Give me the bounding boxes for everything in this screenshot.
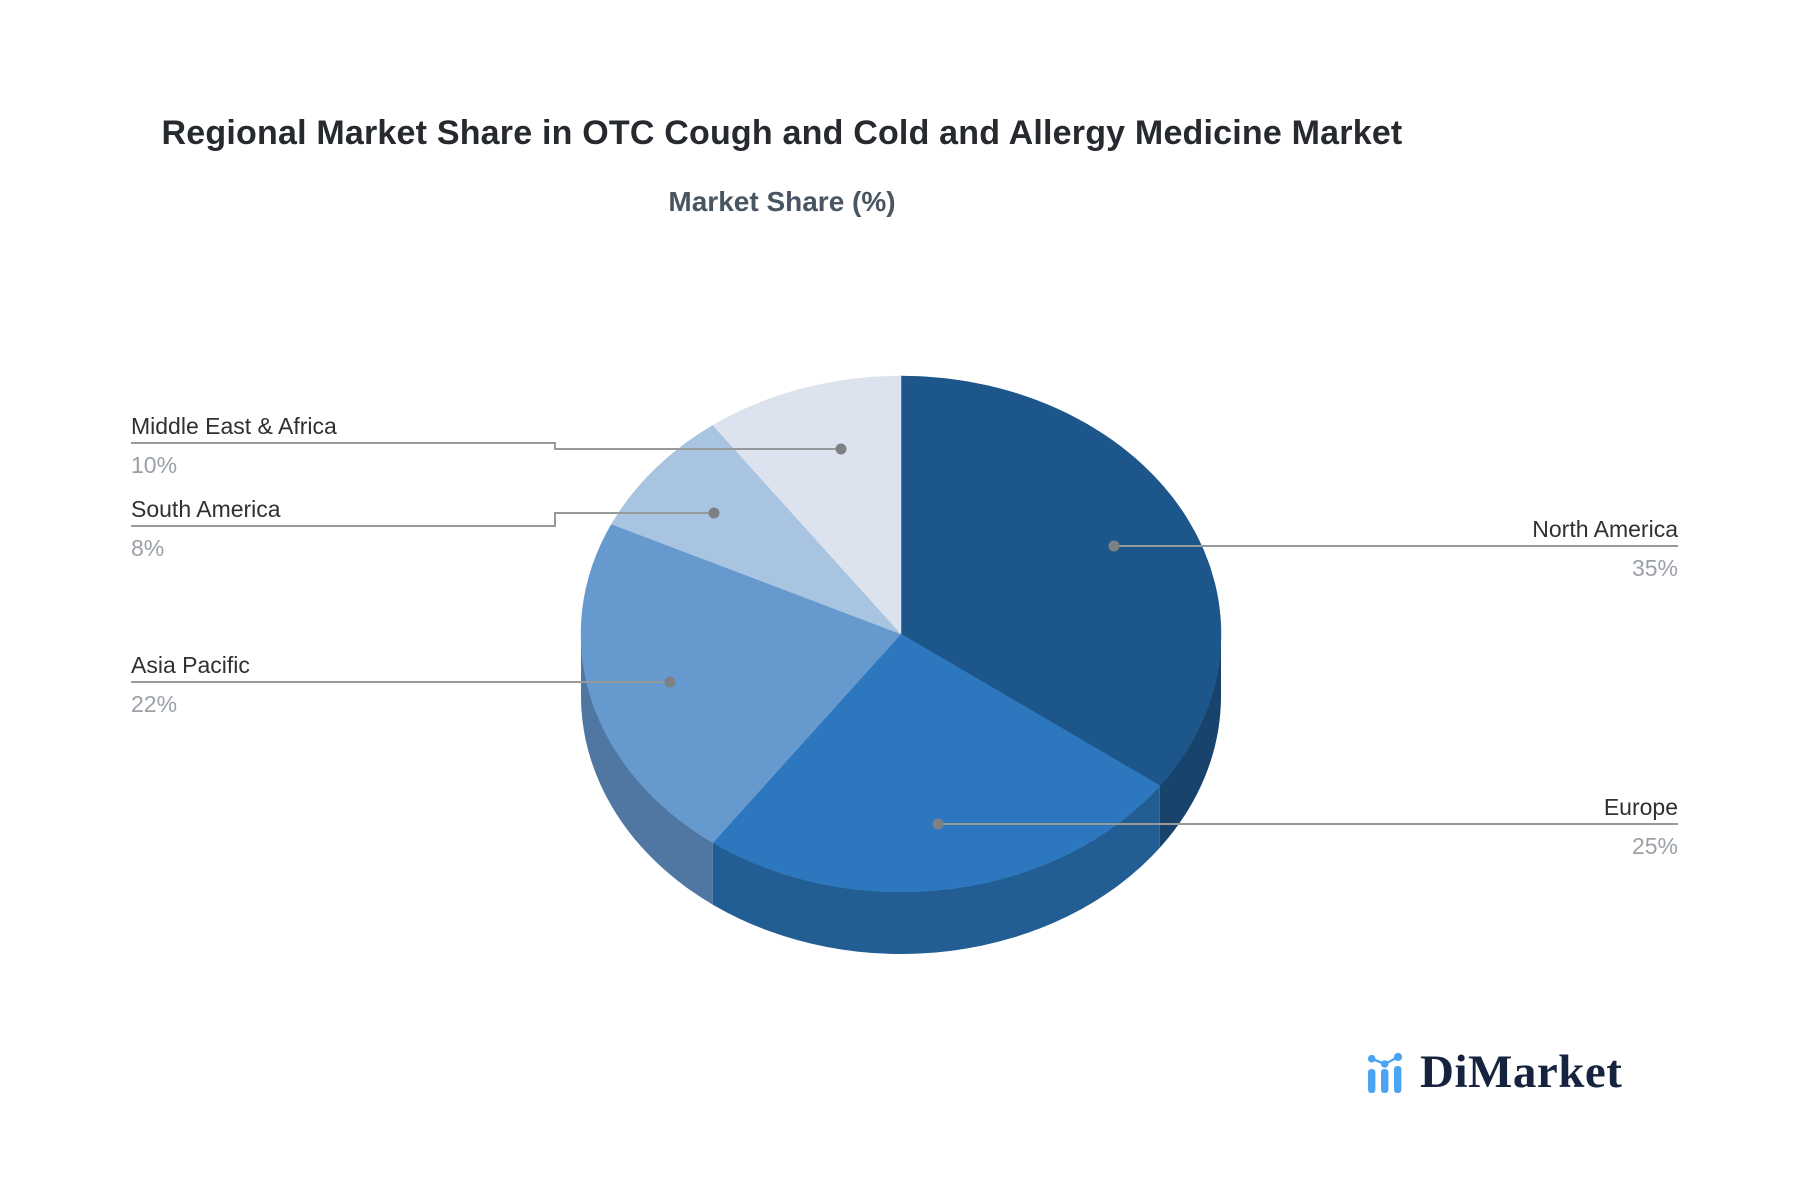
callout-dot-middle-east-africa xyxy=(835,443,847,455)
chart-subtitle: Market Share (%) xyxy=(668,186,896,217)
pie-side-europe xyxy=(712,785,1160,955)
pie-slice-north-america[interactable] xyxy=(900,375,1222,786)
callout-line-middle-east-africa xyxy=(131,442,841,450)
pie-slice-middle-east-africa[interactable] xyxy=(712,375,902,635)
callout-pct-europe: 25% xyxy=(1631,833,1678,859)
chart-title: Regional Market Share in OTC Cough and C… xyxy=(161,114,1403,152)
callout-line-south-america xyxy=(131,512,714,527)
pie-slice-south-america[interactable] xyxy=(611,424,902,635)
callout-label-europe: Europe xyxy=(1603,794,1678,820)
callout-label-asia-pacific: Asia Pacific xyxy=(131,652,250,678)
callout-pct-north-america: 35% xyxy=(1631,555,1678,581)
callout-dot-south-america xyxy=(708,507,720,519)
brand-logo-text: DiMarket xyxy=(1420,1046,1623,1098)
callout-pct-asia-pacific: 22% xyxy=(131,691,178,717)
brand-logo: DiMarket xyxy=(1366,1040,1622,1096)
callout-dot-asia-pacific xyxy=(664,676,676,688)
callout-dot-north-america xyxy=(1108,540,1120,552)
callout-pct-middle-east-africa: 10% xyxy=(131,452,178,478)
callout-label-north-america: North America xyxy=(1532,516,1678,542)
bar-chart-trend-icon xyxy=(1367,1052,1403,1093)
callout-label-middle-east-africa: Middle East & Africa xyxy=(131,413,337,439)
callout-pct-south-america: 8% xyxy=(131,535,165,561)
callout-dot-europe xyxy=(932,818,944,830)
callout-label-south-america: South America xyxy=(131,496,281,522)
pie-side-north-america xyxy=(1159,634,1221,848)
pie-side-asia-pacific xyxy=(581,634,713,905)
